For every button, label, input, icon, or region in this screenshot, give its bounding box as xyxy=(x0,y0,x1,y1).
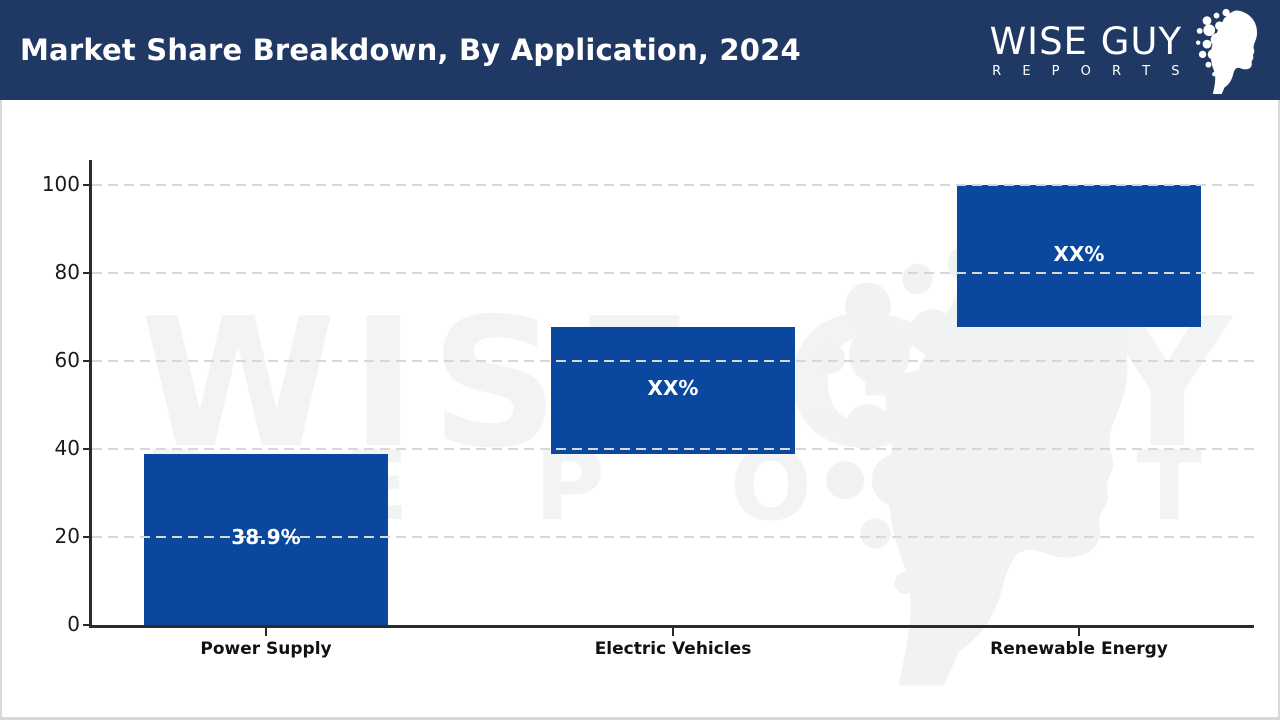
wiseguy-logo: WISE GUY R E P O R T S xyxy=(984,6,1266,94)
category-label-2: Renewable Energy xyxy=(990,639,1168,659)
bar-0 xyxy=(144,453,388,625)
y-tick-label-40: 40 xyxy=(54,436,80,460)
y-tick-100 xyxy=(83,184,92,186)
gridline-60 xyxy=(92,360,1254,362)
y-tick-label-20: 20 xyxy=(54,524,80,548)
category-label-0: Power Supply xyxy=(200,639,332,659)
chart-area: WISE GUY R E P O R T S 02040608010038.9%… xyxy=(0,100,1280,720)
gridline-80 xyxy=(92,272,1254,274)
bar-1 xyxy=(551,327,795,454)
x-tick-0 xyxy=(265,628,267,636)
gridline-40 xyxy=(92,448,1254,450)
header-band: Market Share Breakdown, By Application, … xyxy=(0,0,1280,100)
page-title: Market Share Breakdown, By Application, … xyxy=(20,33,801,67)
x-axis xyxy=(89,625,1254,628)
y-tick-80 xyxy=(83,272,92,274)
wiseguy-face-icon xyxy=(1196,8,1258,94)
y-tick-40 xyxy=(83,448,92,450)
y-tick-label-100: 100 xyxy=(41,172,80,196)
gridline-100 xyxy=(92,184,1254,186)
y-tick-60 xyxy=(83,360,92,362)
y-tick-label-60: 60 xyxy=(54,348,80,372)
y-tick-0 xyxy=(83,624,92,626)
bar-label-1: XX% xyxy=(647,376,699,401)
y-tick-20 xyxy=(83,536,92,538)
category-label-1: Electric Vehicles xyxy=(594,639,752,659)
bar-label-0: 38.9% xyxy=(231,525,301,550)
gridline-20 xyxy=(92,536,1254,538)
bar-label-2: XX% xyxy=(1053,242,1105,267)
x-tick-1 xyxy=(672,628,674,636)
y-axis xyxy=(89,160,92,628)
x-tick-2 xyxy=(1078,628,1080,636)
logo-wordmark: WISE GUY xyxy=(989,19,1183,63)
logo-subtitle: R E P O R T S xyxy=(992,63,1188,79)
y-tick-label-0: 0 xyxy=(67,612,80,636)
y-tick-label-80: 80 xyxy=(54,260,80,284)
